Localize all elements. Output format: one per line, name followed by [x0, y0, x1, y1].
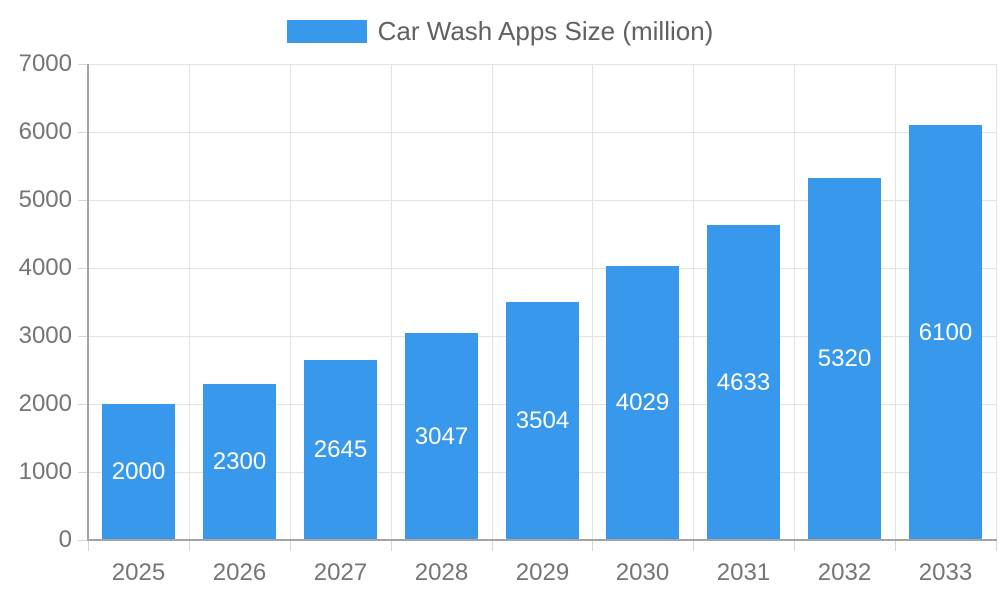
- x-tick-label: 2027: [313, 559, 368, 586]
- bar-2027[interactable]: [304, 360, 377, 540]
- bar-value-label: 2300: [212, 448, 267, 475]
- gridline-vertical: [693, 64, 694, 540]
- x-tick-label: 2030: [615, 559, 670, 586]
- x-axis-tick: [391, 541, 392, 551]
- gridline-vertical: [189, 64, 190, 540]
- x-tick-label: 2033: [918, 559, 973, 586]
- bar-value-label: 3504: [515, 407, 570, 434]
- bar-2026[interactable]: [203, 384, 276, 540]
- x-tick-label: 2031: [716, 559, 771, 586]
- gridline-vertical: [895, 64, 896, 540]
- gridline-vertical: [996, 64, 997, 540]
- bar-value-label: 2000: [111, 458, 166, 485]
- y-axis-tick: [78, 268, 88, 269]
- bar-2031[interactable]: [707, 225, 780, 540]
- y-tick-label: 1000: [18, 458, 72, 485]
- y-tick-label: 3000: [18, 322, 72, 349]
- legend[interactable]: Car Wash Apps Size (million): [0, 17, 1000, 45]
- y-axis-tick: [78, 200, 88, 201]
- x-axis-tick: [996, 541, 997, 551]
- x-axis-tick: [895, 541, 896, 551]
- x-axis-tick: [592, 541, 593, 551]
- gridline-horizontal: [88, 64, 996, 65]
- legend-swatch-icon: [286, 19, 367, 43]
- x-tick-label: 2029: [515, 559, 570, 586]
- bar-2025[interactable]: [102, 404, 175, 540]
- y-axis-tick: [78, 472, 88, 473]
- y-tick-label: 2000: [18, 390, 72, 417]
- y-axis-tick: [78, 404, 88, 405]
- gridline-vertical: [391, 64, 392, 540]
- gridline-horizontal: [88, 268, 996, 269]
- bar-2032[interactable]: [808, 178, 881, 540]
- y-tick-label: 0: [58, 526, 72, 553]
- legend-label: Car Wash Apps Size (million): [377, 16, 714, 46]
- x-axis-tick: [290, 541, 291, 551]
- y-tick-label: 6000: [18, 118, 72, 145]
- bar-value-label: 4633: [716, 369, 771, 396]
- bar-value-label: 4029: [615, 389, 670, 416]
- bar-value-label: 2645: [313, 436, 368, 463]
- bar-2029[interactable]: [506, 302, 579, 540]
- gridline-vertical: [290, 64, 291, 540]
- gridline-horizontal: [88, 132, 996, 133]
- gridline-horizontal: [88, 200, 996, 201]
- x-axis-tick: [88, 541, 89, 551]
- y-tick-label: 5000: [18, 186, 72, 213]
- bar-2033[interactable]: [909, 125, 982, 540]
- gridline-vertical: [592, 64, 593, 540]
- x-axis-tick: [189, 541, 190, 551]
- x-axis-tick: [492, 541, 493, 551]
- x-tick-label: 2026: [212, 559, 267, 586]
- x-tick-label: 2025: [111, 559, 166, 586]
- x-tick-label: 2032: [817, 559, 872, 586]
- y-tick-label: 7000: [18, 50, 72, 77]
- y-axis-line: [87, 64, 89, 541]
- y-axis-tick: [78, 132, 88, 133]
- bar-value-label: 5320: [817, 345, 872, 372]
- gridline-vertical: [492, 64, 493, 540]
- x-tick-label: 2028: [414, 559, 469, 586]
- bar-2028[interactable]: [405, 333, 478, 540]
- gridline-vertical: [794, 64, 795, 540]
- y-axis-tick: [78, 336, 88, 337]
- bar-value-label: 3047: [414, 423, 469, 450]
- y-axis-tick: [78, 64, 88, 65]
- bar-value-label: 6100: [918, 319, 973, 346]
- y-axis-tick: [78, 540, 88, 541]
- x-axis-line: [87, 539, 997, 541]
- y-tick-label: 4000: [18, 254, 72, 281]
- x-axis-tick: [693, 541, 694, 551]
- bar-2030[interactable]: [606, 266, 679, 540]
- x-axis-tick: [794, 541, 795, 551]
